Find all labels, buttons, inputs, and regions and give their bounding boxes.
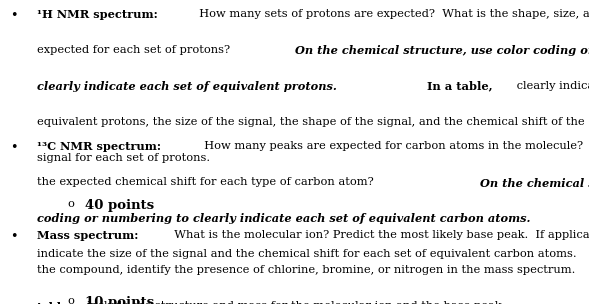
Text: equivalent protons, the size of the signal, the shape of the signal, and the che: equivalent protons, the size of the sign…	[37, 117, 584, 127]
Text: •: •	[11, 230, 18, 243]
Text: expected for each set of protons?: expected for each set of protons?	[37, 45, 237, 55]
Text: the expected chemical shift for each type of carbon atom?: the expected chemical shift for each typ…	[37, 177, 380, 187]
Text: 40 points: 40 points	[85, 199, 154, 212]
Text: What is the molecular ion? Predict the most likely base peak.  If applicable to: What is the molecular ion? Predict the m…	[167, 230, 589, 240]
Text: table,: table,	[37, 301, 73, 304]
Text: In a table,: In a table,	[423, 81, 493, 92]
Text: clearly indicate for each set of: clearly indicate for each set of	[513, 81, 589, 91]
Text: How many peaks are expected for carbon atoms in the molecule?  What is: How many peaks are expected for carbon a…	[197, 141, 589, 151]
Text: indicate the size of the signal and the chemical shift for each set of equivalen: indicate the size of the signal and the …	[37, 249, 576, 259]
Text: •: •	[11, 141, 18, 154]
Text: Mass spectrum:: Mass spectrum:	[37, 230, 138, 240]
Text: ¹H NMR spectrum:: ¹H NMR spectrum:	[37, 9, 157, 20]
Text: On the chemical structure, use color coding or numbering to: On the chemical structure, use color cod…	[295, 45, 589, 56]
Text: 10 points: 10 points	[85, 295, 154, 304]
Text: o: o	[68, 295, 75, 304]
Text: clearly indicate each set of equivalent protons.: clearly indicate each set of equivalent …	[37, 81, 336, 92]
Text: On the chemical structure, use color: On the chemical structure, use color	[481, 177, 589, 188]
Text: include the structure and mass for the molecular ion and the base peak.: include the structure and mass for the m…	[84, 301, 506, 304]
Text: •: •	[11, 9, 18, 22]
Text: o: o	[68, 199, 75, 209]
Text: the compound, identify the presence of chlorine, bromine, or nitrogen in the mas: the compound, identify the presence of c…	[37, 265, 582, 275]
Text: How many sets of protons are expected?  What is the shape, size, and shift: How many sets of protons are expected? W…	[193, 9, 589, 19]
Text: signal for each set of protons.: signal for each set of protons.	[37, 153, 210, 163]
Text: ¹³C NMR spectrum:: ¹³C NMR spectrum:	[37, 141, 161, 152]
Text: coding or numbering to clearly indicate each set of equivalent carbon atoms.: coding or numbering to clearly indicate …	[37, 213, 530, 224]
